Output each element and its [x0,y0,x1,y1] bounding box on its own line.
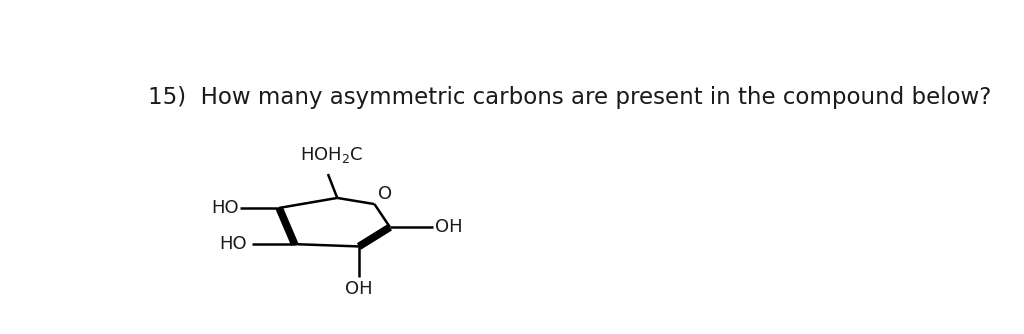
Text: OH: OH [435,218,463,236]
Text: O: O [378,185,391,203]
Text: OH: OH [345,280,373,298]
Text: HOH$_2$C: HOH$_2$C [300,145,364,165]
Text: HO: HO [211,199,239,217]
Text: 15)  How many asymmetric carbons are present in the compound below?: 15) How many asymmetric carbons are pres… [147,87,991,109]
Text: HO: HO [219,235,247,253]
